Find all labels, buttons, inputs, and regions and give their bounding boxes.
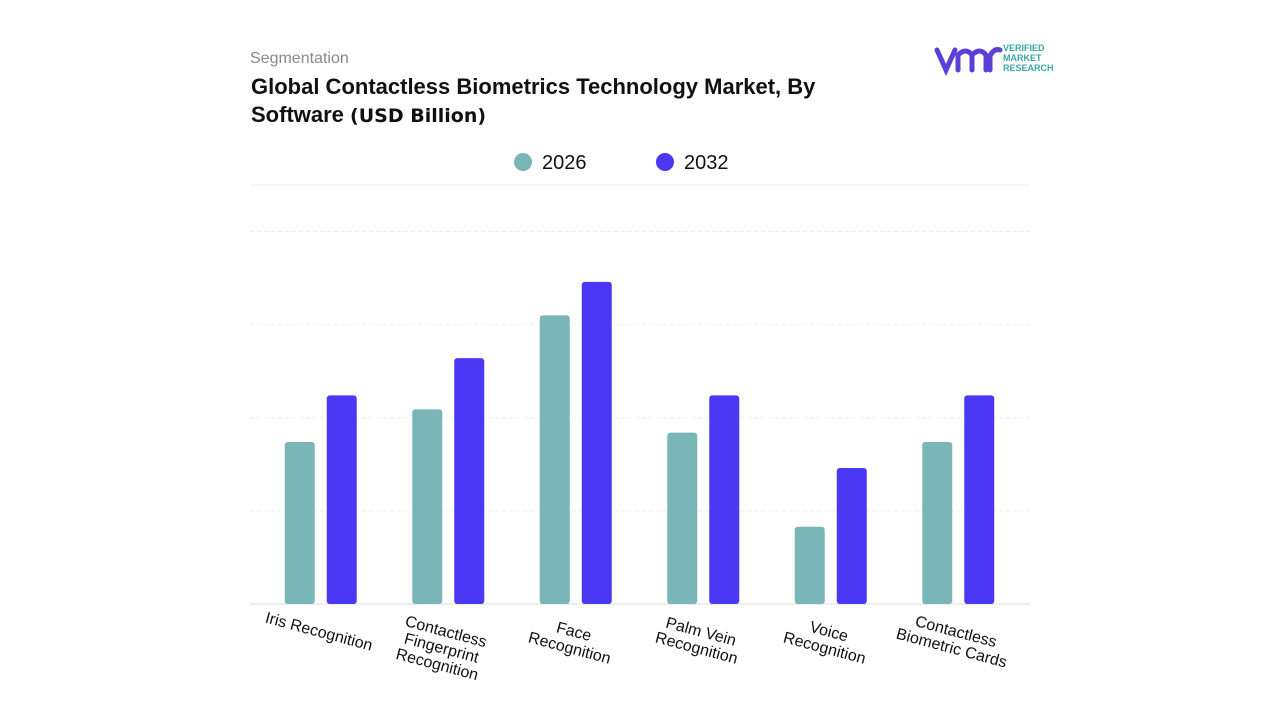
kicker: Segmentation: [250, 50, 349, 67]
bar: [794, 526, 825, 604]
bar: [709, 395, 740, 604]
bar: [412, 409, 443, 604]
legend-swatch: [514, 153, 532, 171]
brand: MARKET: [1003, 53, 1042, 63]
bar: [284, 441, 315, 604]
bar: [326, 395, 357, 604]
title-text: Global Contactless Biometrics Technology…: [251, 74, 816, 127]
bar: [454, 358, 485, 604]
logo-mark: [934, 47, 1003, 77]
bar: [667, 432, 698, 604]
brand: VERIFIED: [1003, 43, 1045, 53]
bar: [581, 281, 612, 604]
logo: VERIFIED MARKET RESEARCH: [934, 43, 1054, 77]
chart-title: Global Contactless Biometrics Technology…: [251, 73, 851, 130]
legend-label: 2032: [684, 152, 729, 174]
bar: [539, 315, 570, 604]
bar: [922, 441, 953, 604]
unit: (USD Billion): [350, 105, 487, 127]
legend-swatch: [656, 153, 674, 171]
brand: RESEARCH: [1003, 63, 1054, 73]
bar: [964, 395, 995, 604]
bar: [836, 468, 867, 604]
legend-label: 2026: [542, 152, 587, 174]
